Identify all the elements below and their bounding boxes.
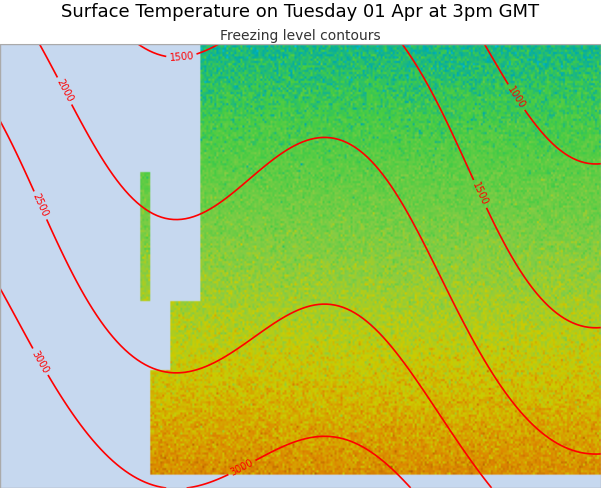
Text: 2500: 2500 [31, 192, 50, 219]
Text: 1000: 1000 [505, 84, 527, 110]
Text: 2000: 2000 [54, 78, 75, 104]
Text: 3000: 3000 [229, 458, 255, 478]
Text: 3000: 3000 [30, 348, 50, 375]
Text: Freezing level contours: Freezing level contours [220, 29, 381, 43]
Text: 1500: 1500 [470, 181, 490, 207]
Text: 1500: 1500 [169, 51, 194, 63]
Text: Surface Temperature on Tuesday 01 Apr at 3pm GMT: Surface Temperature on Tuesday 01 Apr at… [61, 3, 540, 21]
